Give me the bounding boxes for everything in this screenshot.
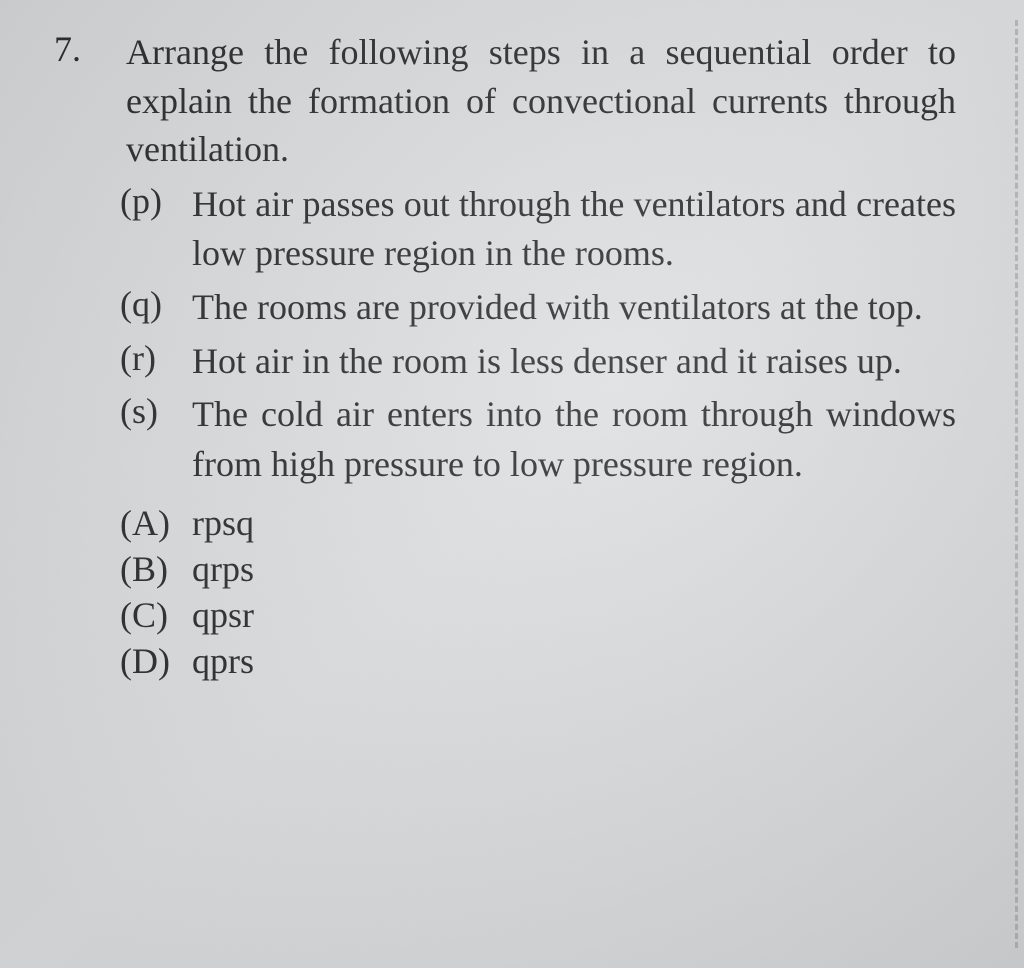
option-p-label: (p) — [48, 180, 192, 222]
answer-a-label: (A) — [120, 502, 192, 544]
question-number: 7. — [48, 28, 126, 70]
answer-d: (D) qprs — [120, 640, 560, 682]
answer-choices: (A) rpsq (B) qrps (C) qpsr (D) qprs — [48, 498, 976, 682]
option-r-row: (r) Hot air in the room is less denser a… — [48, 337, 976, 387]
option-s-text: The cold air enters into the room throug… — [192, 390, 976, 489]
answer-d-label: (D) — [120, 640, 192, 682]
answer-b-label: (B) — [120, 548, 192, 590]
option-q-text: The rooms are provided with ventilators … — [192, 283, 976, 333]
option-s-row: (s) The cold air enters into the room th… — [48, 390, 976, 489]
answer-a: (A) rpsq — [120, 502, 560, 544]
question-stem-row: 7. Arrange the following steps in a sequ… — [48, 28, 976, 174]
page-cut-line — [1015, 20, 1018, 948]
answer-c-text: qpsr — [192, 594, 560, 636]
option-s-label: (s) — [48, 390, 192, 432]
option-r-text: Hot air in the room is less denser and i… — [192, 337, 976, 387]
answer-b: (B) qrps — [120, 548, 560, 590]
option-q-row: (q) The rooms are provided with ventilat… — [48, 283, 976, 333]
question-page: 7. Arrange the following steps in a sequ… — [0, 0, 1024, 710]
answer-a-text: rpsq — [192, 502, 560, 544]
answer-d-text: qprs — [192, 640, 560, 682]
option-p-text: Hot air passes out through the ventilato… — [192, 180, 976, 279]
option-p-row: (p) Hot air passes out through the venti… — [48, 180, 976, 279]
answer-b-text: qrps — [192, 548, 560, 590]
question-stem: Arrange the following steps in a sequent… — [126, 28, 976, 174]
option-q-label: (q) — [48, 283, 192, 325]
answer-c-label: (C) — [120, 594, 192, 636]
option-r-label: (r) — [48, 337, 192, 379]
answer-c: (C) qpsr — [120, 594, 560, 636]
